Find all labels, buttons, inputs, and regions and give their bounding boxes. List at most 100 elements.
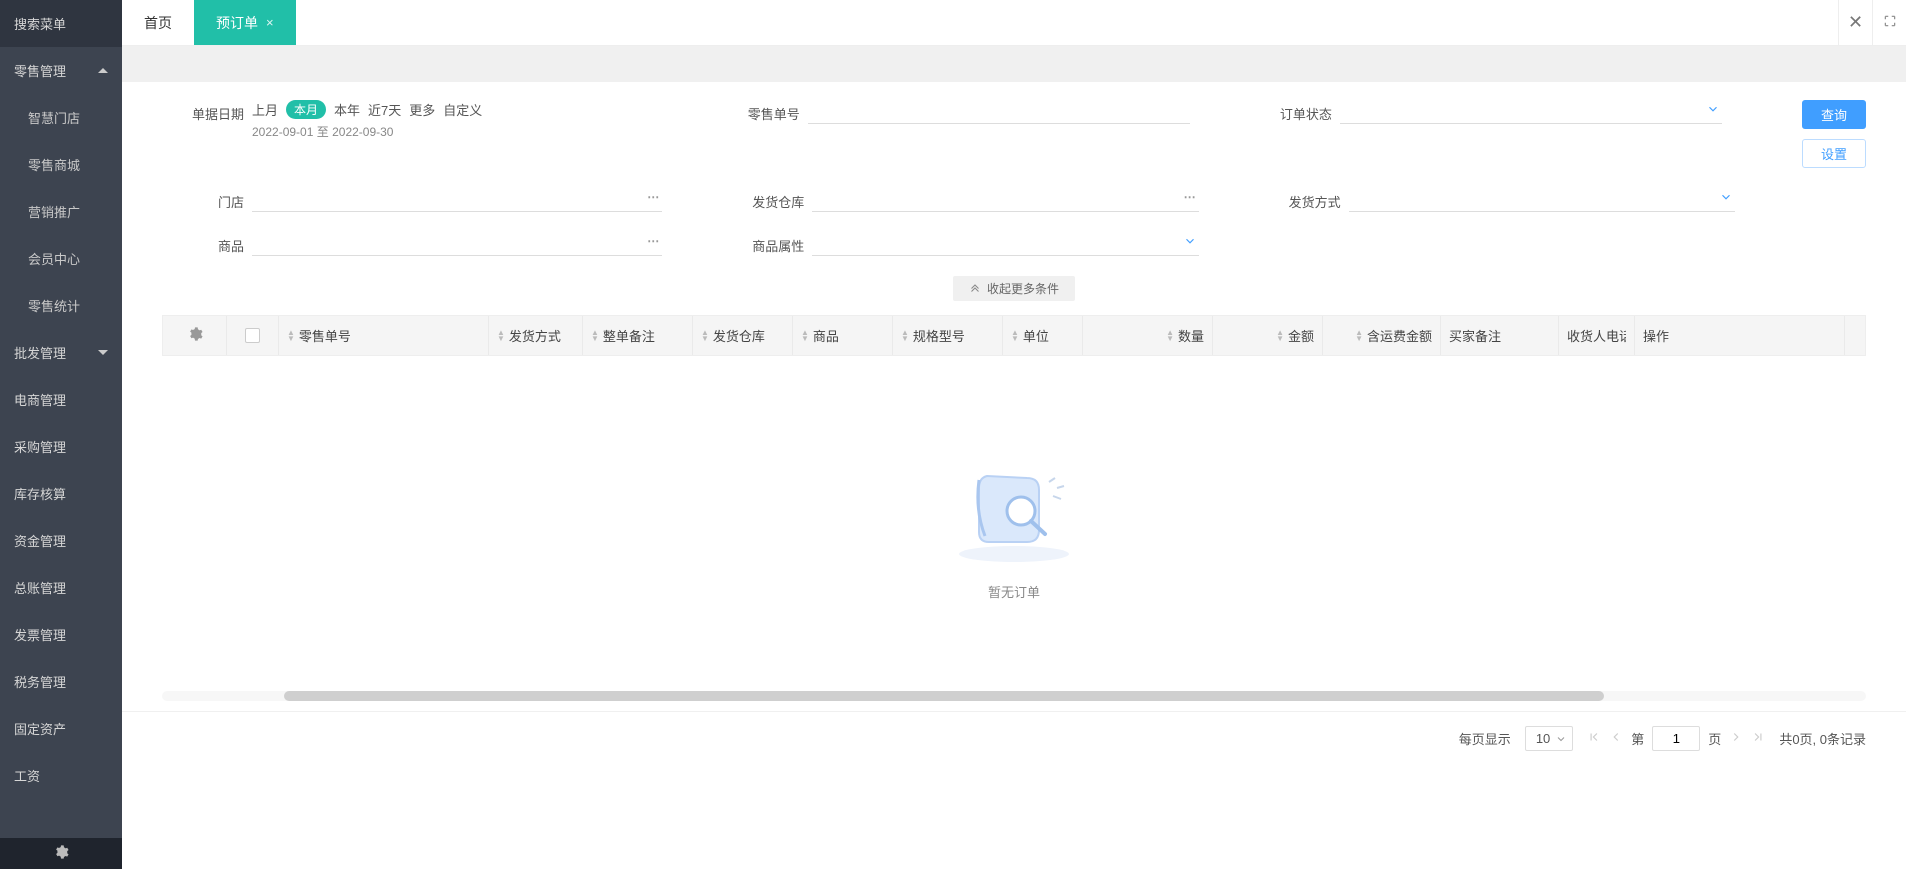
last-page-button[interactable] bbox=[1751, 730, 1765, 747]
horizontal-scrollbar[interactable] bbox=[162, 691, 1866, 701]
gear-icon bbox=[187, 326, 203, 345]
sidebar-item[interactable]: 零售统计 bbox=[0, 282, 122, 329]
chevron-down-icon[interactable] bbox=[1706, 102, 1720, 119]
table-column-header: 买家备注 bbox=[1441, 316, 1559, 355]
sidebar-item[interactable]: 零售商城 bbox=[0, 141, 122, 188]
tab-label: 首页 bbox=[144, 13, 172, 33]
sidebar-section[interactable]: 库存核算 bbox=[0, 470, 122, 517]
more-icon[interactable]: ⋯ bbox=[647, 190, 660, 204]
sidebar-section[interactable]: 发票管理 bbox=[0, 611, 122, 658]
sort-icon bbox=[901, 330, 909, 342]
scrollbar-thumb[interactable] bbox=[284, 691, 1604, 701]
sidebar-section[interactable]: 电商管理 bbox=[0, 376, 122, 423]
date-custom[interactable]: 自定义 bbox=[443, 100, 482, 119]
ship-warehouse-input[interactable] bbox=[812, 188, 1198, 212]
sidebar-section[interactable]: 税务管理 bbox=[0, 658, 122, 705]
tab-close-all-button[interactable]: ✕ bbox=[1838, 0, 1872, 45]
table-column-header[interactable]: 商品 bbox=[793, 316, 893, 355]
column-label: 发货方式 bbox=[509, 326, 561, 345]
order-status-select[interactable] bbox=[1340, 100, 1722, 124]
column-label: 商品 bbox=[813, 326, 839, 345]
per-page-value: 10 bbox=[1536, 731, 1550, 746]
column-settings-button[interactable] bbox=[163, 316, 227, 355]
sidebar-item[interactable]: 会员中心 bbox=[0, 235, 122, 282]
more-icon[interactable]: ⋯ bbox=[647, 234, 660, 248]
per-page-select[interactable]: 10 bbox=[1525, 726, 1573, 751]
table-column-header[interactable]: 含运费金额 bbox=[1323, 316, 1441, 355]
empty-state: 暂无订单 bbox=[162, 356, 1866, 681]
sidebar-section[interactable]: 工资 bbox=[0, 752, 122, 799]
empty-text: 暂无订单 bbox=[162, 582, 1866, 601]
table-column-header[interactable]: 规格型号 bbox=[893, 316, 1003, 355]
empty-illustration-icon bbox=[949, 456, 1079, 566]
tab[interactable]: 预订单× bbox=[194, 0, 296, 45]
table-column-header[interactable]: 发货方式 bbox=[489, 316, 583, 355]
tab-fullscreen-button[interactable] bbox=[1872, 0, 1906, 45]
sidebar-section-label: 采购管理 bbox=[14, 437, 66, 456]
sidebar-section[interactable]: 固定资产 bbox=[0, 705, 122, 752]
retail-no-input[interactable] bbox=[808, 100, 1190, 124]
sidebar-section-label: 库存核算 bbox=[14, 484, 66, 503]
date-prev-month[interactable]: 上月 bbox=[252, 100, 278, 119]
sidebar-item[interactable]: 智慧门店 bbox=[0, 94, 122, 141]
date-this-month[interactable]: 本月 bbox=[286, 100, 326, 119]
more-icon[interactable]: ⋯ bbox=[1184, 190, 1197, 204]
sidebar: 搜索菜单 零售管理智慧门店零售商城营销推广会员中心零售统计批发管理电商管理采购管… bbox=[0, 0, 122, 869]
table-column-header[interactable]: 单位 bbox=[1003, 316, 1083, 355]
date-quick-picker: 上月 本月 本年 近7天 更多 自定义 bbox=[252, 100, 658, 119]
table-column-header[interactable]: 零售单号 bbox=[279, 316, 489, 355]
sidebar-search[interactable]: 搜索菜单 bbox=[0, 0, 122, 47]
column-label: 收货人电话 bbox=[1567, 326, 1626, 345]
caret-up-icon bbox=[98, 68, 108, 73]
filter-label-retail-no: 零售单号 bbox=[718, 100, 808, 123]
query-button[interactable]: 查询 bbox=[1802, 100, 1866, 129]
date-to: 2022-09-30 bbox=[332, 125, 393, 139]
chevron-down-icon[interactable] bbox=[1719, 190, 1733, 207]
close-icon[interactable]: × bbox=[266, 15, 274, 30]
checkbox-icon bbox=[245, 328, 260, 343]
tab[interactable]: 首页 bbox=[122, 0, 194, 45]
chevron-down-icon[interactable] bbox=[1183, 234, 1197, 251]
sidebar-section[interactable]: 总账管理 bbox=[0, 564, 122, 611]
sidebar-section[interactable]: 采购管理 bbox=[0, 423, 122, 470]
date-last-7[interactable]: 近7天 bbox=[368, 100, 401, 119]
tab-bar: 首页 预订单× ✕ bbox=[122, 0, 1906, 46]
sidebar-section-label: 税务管理 bbox=[14, 672, 66, 691]
sort-icon bbox=[801, 330, 809, 342]
date-more[interactable]: 更多 bbox=[409, 100, 435, 119]
collapse-filters-button[interactable]: 收起更多条件 bbox=[953, 276, 1075, 301]
sidebar-section[interactable]: 零售管理 bbox=[0, 47, 122, 94]
column-label: 数量 bbox=[1178, 326, 1204, 345]
sort-icon bbox=[701, 330, 709, 342]
sidebar-section-label: 总账管理 bbox=[14, 578, 66, 597]
store-input[interactable] bbox=[252, 188, 662, 212]
prev-page-button[interactable] bbox=[1609, 730, 1623, 747]
table-column-header[interactable]: 整单备注 bbox=[583, 316, 693, 355]
page-input[interactable] bbox=[1652, 726, 1700, 751]
table-column-header[interactable]: 发货仓库 bbox=[693, 316, 793, 355]
filter-label-order-status: 订单状态 bbox=[1250, 100, 1340, 123]
ship-method-select[interactable] bbox=[1349, 188, 1735, 212]
sidebar-section[interactable]: 批发管理 bbox=[0, 329, 122, 376]
table-column-header: 收货人电话 bbox=[1559, 316, 1635, 355]
first-page-button[interactable] bbox=[1587, 730, 1601, 747]
next-page-button[interactable] bbox=[1729, 730, 1743, 747]
select-all-checkbox[interactable] bbox=[227, 316, 279, 355]
product-attr-select[interactable] bbox=[812, 232, 1198, 256]
sidebar-section[interactable]: 资金管理 bbox=[0, 517, 122, 564]
per-page-label: 每页显示 bbox=[1459, 729, 1511, 748]
table-column-header: 操作 bbox=[1635, 316, 1845, 355]
date-this-year[interactable]: 本年 bbox=[334, 100, 360, 119]
product-input[interactable] bbox=[252, 232, 662, 256]
chevron-down-icon bbox=[1555, 733, 1567, 748]
sidebar-section-label: 资金管理 bbox=[14, 531, 66, 550]
settings-button[interactable]: 设置 bbox=[1802, 139, 1866, 168]
sidebar-item[interactable]: 营销推广 bbox=[0, 188, 122, 235]
main: 首页预订单× ✕ 单据日期 上月 本月 bbox=[122, 0, 1906, 869]
table-column-header[interactable]: 金额 bbox=[1213, 316, 1323, 355]
collapse-label: 收起更多条件 bbox=[987, 280, 1059, 297]
sidebar-settings-button[interactable] bbox=[0, 838, 122, 869]
sidebar-section-label: 固定资产 bbox=[14, 719, 66, 738]
date-sep: 至 bbox=[317, 125, 329, 139]
table-column-header[interactable]: 数量 bbox=[1083, 316, 1213, 355]
